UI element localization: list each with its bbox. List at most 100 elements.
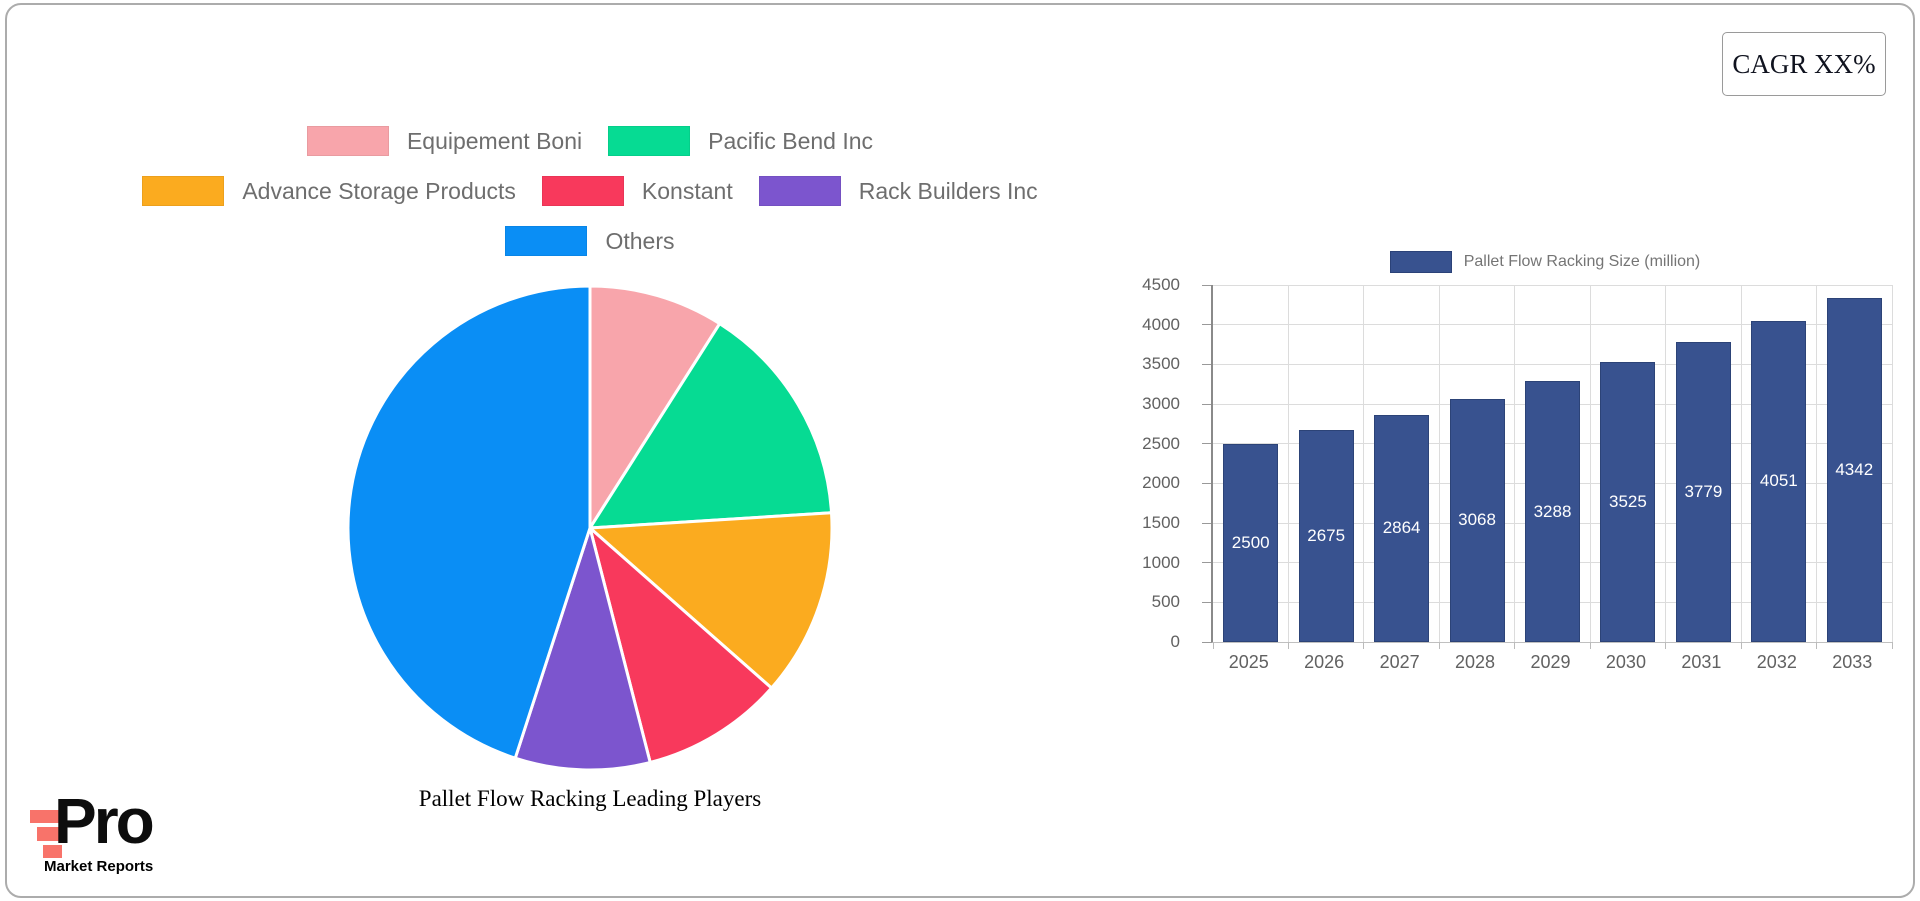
x-axis-tick [1363, 642, 1365, 649]
gridline-x-boundary [1740, 285, 1742, 642]
gridline-x-boundary [1514, 285, 1516, 642]
gridline-x-boundary [1665, 285, 1667, 642]
x-axis-tick [1438, 642, 1440, 649]
y-axis-tick [1202, 324, 1211, 326]
x-axis-label-2032: 2032 [1756, 652, 1797, 672]
bar-value-label-2028: 3068 [1458, 510, 1496, 530]
cagr-badge: CAGR XX% [1722, 32, 1886, 96]
bar-legend-label: Pallet Flow Racking Size (million) [1463, 253, 1701, 270]
y-axis-tick [1202, 601, 1211, 603]
x-axis-tick [1212, 642, 1214, 649]
bar-value-label-2033: 4342 [1835, 459, 1874, 479]
bar-2025 [1223, 443, 1279, 642]
legend-swatch-equipement-boni [306, 126, 389, 156]
logo-bars-icon [43, 845, 62, 858]
pie-legend: Equipement Boni Pacific Bend Inc Advance S… [0, 126, 1180, 256]
y-axis-label-1500: 1500 [1142, 513, 1180, 532]
gridline-x-boundary [1287, 285, 1289, 642]
pro-market-reports-logo: Pro Market Reports [28, 785, 208, 882]
y-axis-tick [1202, 641, 1211, 643]
x-axis-label-2028: 2028 [1455, 652, 1496, 672]
y-axis-label-1000: 1000 [1142, 552, 1180, 572]
x-axis-label-2030: 2030 [1605, 652, 1646, 672]
legend-item-pacific-bend-inc: Pacific Bend Inc [608, 126, 873, 156]
y-axis-label-4500: 4500 [1142, 275, 1180, 294]
bar-2030 [1600, 362, 1656, 642]
gridline-x-boundary [1891, 285, 1893, 642]
pie-chart-title: Pallet Flow Racking Leading Players [418, 786, 762, 811]
gridline-x-boundary [1589, 285, 1591, 642]
legend-label-konstant: Konstant [641, 177, 733, 204]
y-axis-label-3500: 3500 [1142, 354, 1180, 374]
x-axis-tick [1740, 642, 1742, 649]
gridline-x-boundary [1438, 285, 1440, 642]
bar-value-label-2029: 3288 [1533, 501, 1572, 521]
x-axis-label-2027: 2027 [1379, 652, 1420, 672]
y-axis-tick [1202, 403, 1211, 405]
legend-swatch-rack-builders-inc [758, 176, 841, 206]
legend-swatch-advance-storage-products [142, 176, 225, 206]
legend-item-konstant: Konstant [541, 176, 733, 206]
y-axis-label-4000: 4000 [1142, 314, 1180, 334]
bar-value-label-2025: 2500 [1231, 532, 1270, 552]
y-axis-tick [1202, 522, 1211, 524]
y-axis-label-0: 0 [1170, 632, 1180, 651]
bar-2033 [1826, 297, 1882, 642]
gridline-y-4000 [1213, 324, 1892, 326]
bar-value-label-2030: 3525 [1609, 492, 1647, 512]
pie-slice-others [346, 284, 592, 760]
y-axis-tick [1202, 562, 1211, 564]
x-axis-label-2029: 2029 [1530, 652, 1571, 672]
bar-2032 [1751, 320, 1807, 642]
y-axis-tick [1202, 482, 1211, 484]
y-axis-label-2500: 2500 [1142, 433, 1180, 453]
x-axis-tick [1816, 642, 1818, 649]
logo-bars-icon [37, 827, 67, 841]
legend-swatch-konstant [541, 176, 624, 206]
x-axis-tick [1589, 642, 1591, 649]
legend-item-advance-storage-products: Advance Storage Products [142, 176, 516, 206]
gridline-x-boundary [1363, 285, 1365, 642]
x-axis-tick [1891, 642, 1893, 649]
bar-value-label-2026: 2675 [1307, 525, 1346, 545]
x-axis-label-2033: 2033 [1832, 652, 1873, 672]
pie-legend-row: Advance Storage Products Konstant Rack Bui… [0, 176, 1180, 206]
x-axis-tick [1514, 642, 1516, 649]
y-axis-label-2000: 2000 [1142, 473, 1180, 493]
legend-label-equipement-boni: Equipement Boni [406, 127, 583, 154]
pie-slice-rack-builders-inc [513, 526, 652, 772]
x-axis-label-2031: 2031 [1681, 652, 1722, 672]
pie-legend-row: Others [0, 226, 1180, 256]
x-axis-tick [1665, 642, 1667, 649]
pie-slice-advance-storage-products [588, 511, 834, 690]
gridline-x-boundary [1816, 285, 1818, 642]
bar-2029 [1525, 381, 1580, 642]
bar-chart-y-axis-labels: 0 500 1000 1500 2000 2500 3000 3500 4000 4500 [1098, 275, 1198, 651]
gridline-y-3500 [1213, 363, 1892, 365]
legend-item-equipement-boni: Equipement Boni [306, 126, 583, 156]
y-axis-tick [1202, 363, 1211, 365]
legend-item-rack-builders-inc: Rack Builders Inc [758, 176, 1038, 206]
legend-item-others: Others [505, 226, 675, 256]
logo-name: Pro [54, 785, 155, 857]
legend-label-rack-builders-inc: Rack Builders Inc [858, 177, 1038, 204]
pie-chart [346, 284, 834, 772]
bar-2031 [1675, 342, 1731, 642]
legend-swatch-pacific-bend-inc [608, 126, 691, 156]
x-axis-label-2026: 2026 [1304, 652, 1345, 672]
bar-value-label-2027: 2864 [1382, 518, 1421, 538]
bar-value-label-2031: 3779 [1684, 482, 1723, 502]
legend-swatch-others [505, 226, 588, 256]
y-axis-label-500: 500 [1151, 592, 1180, 612]
legend-label-advance-storage-products: Advance Storage Products [242, 177, 516, 204]
bar-2028 [1449, 398, 1505, 642]
y-axis-tick [1202, 443, 1211, 445]
bar-chart-x-axis-labels: 2025 2026 2027 2028 2029 2030 2031 2032 2033 [1211, 652, 1890, 676]
bar-2026 [1298, 429, 1354, 642]
gridline-y-4500 [1213, 284, 1892, 286]
x-axis-label-2025: 2025 [1228, 652, 1269, 672]
bar-legend-swatch [1389, 251, 1452, 273]
pie-legend-row: Equipement Boni Pacific Bend Inc [0, 126, 1180, 156]
pie-slice-pacific-bend-inc [588, 322, 834, 530]
